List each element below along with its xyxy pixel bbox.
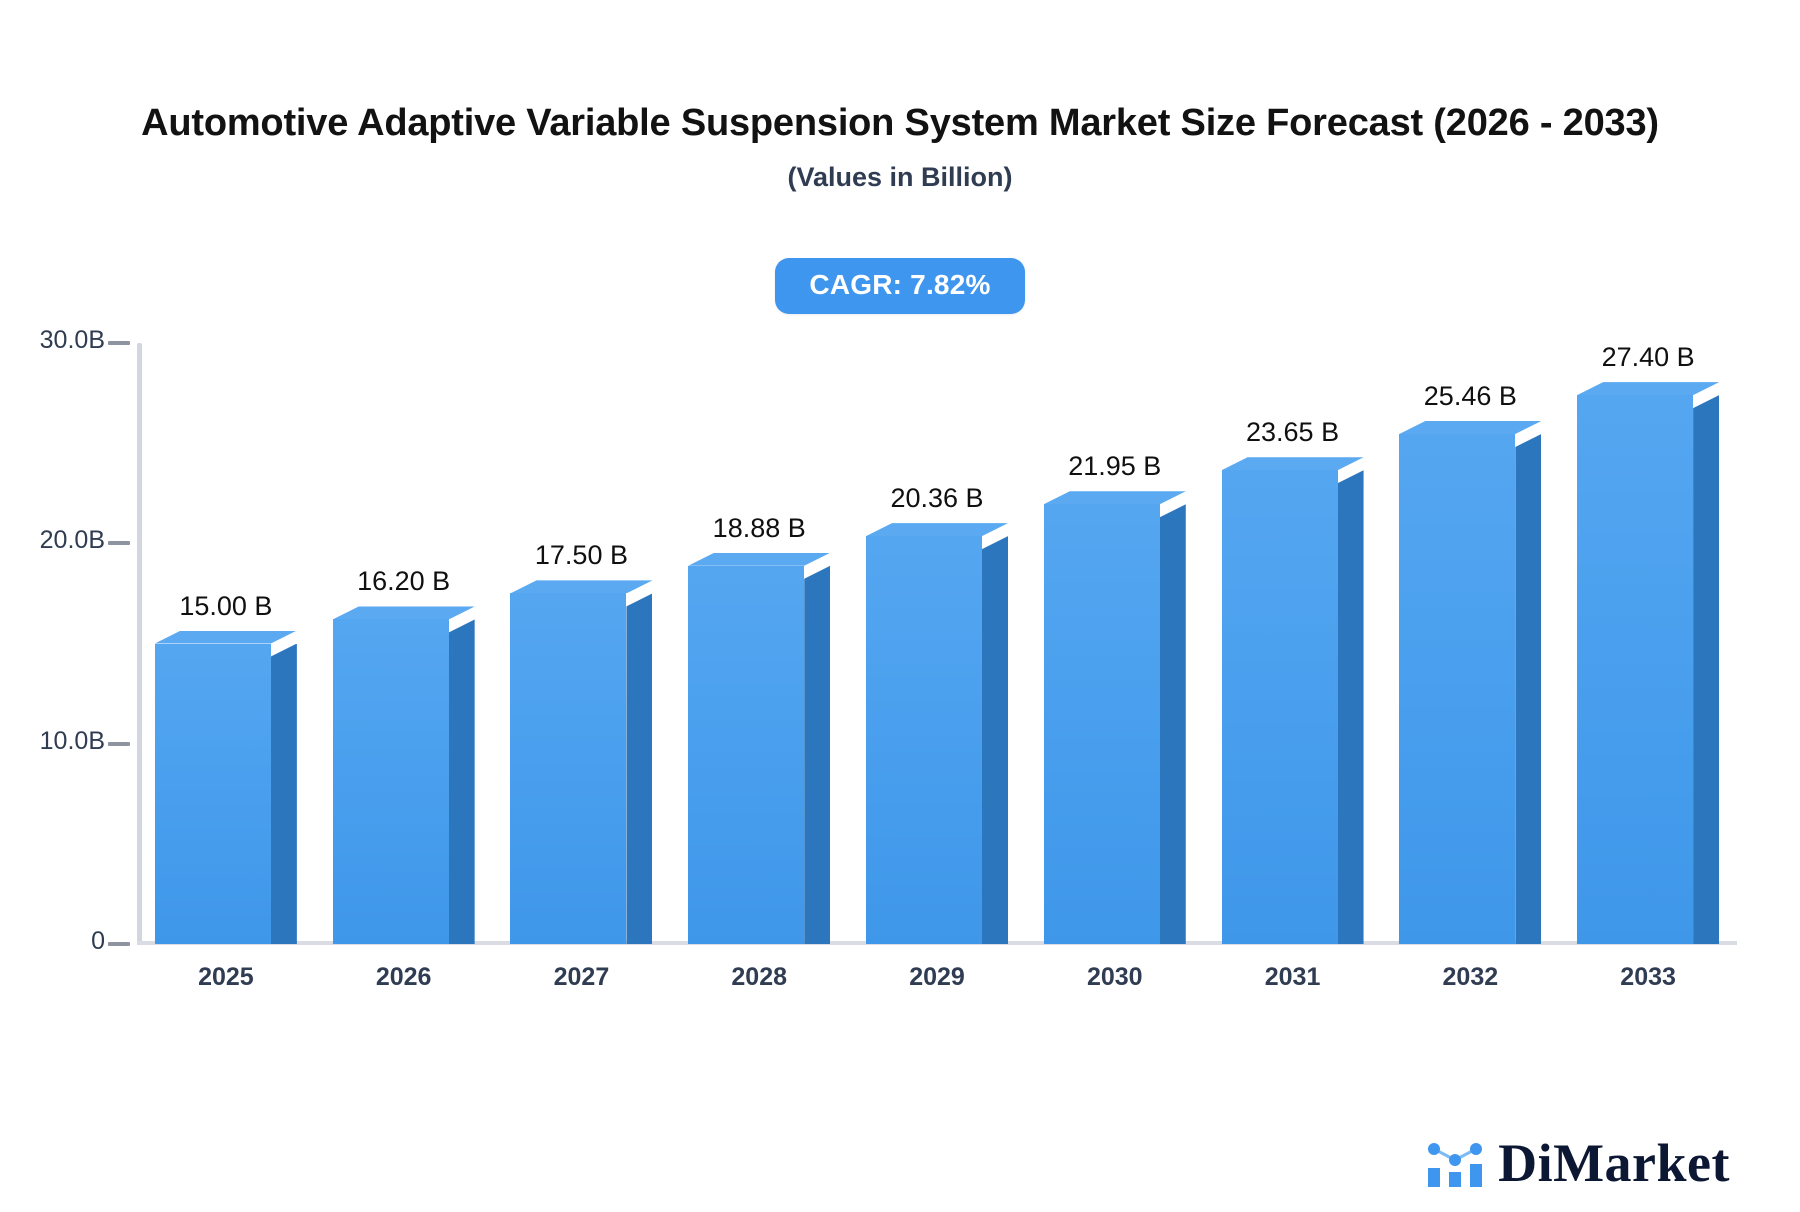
bar-value-label: 23.65 B — [1246, 417, 1340, 448]
bar-series: 15.00 B 16.20 B 17.50 B 18.88 B 20.36 B 21.95… — [137, 0, 1737, 1212]
dimarket-logo: DiMarket — [1426, 1136, 1730, 1190]
bar-side-face — [448, 619, 475, 944]
logo-wordmark: DiMarket — [1498, 1133, 1730, 1193]
x-axis-label-2027: 2027 — [553, 963, 610, 991]
bar-front-face — [866, 536, 982, 944]
y-axis-tick-mark — [108, 741, 130, 746]
bar-2033[interactable]: 27.40 B — [1577, 342, 1720, 944]
y-axis-tick-label: 10.0B — [39, 726, 105, 755]
bar-top-face — [1221, 457, 1364, 471]
bar-side-face — [1693, 395, 1720, 944]
y-axis-line — [137, 343, 142, 944]
bar-top-face — [866, 523, 1008, 537]
y-axis-tick-mark — [108, 541, 130, 546]
bar-side-face — [270, 643, 297, 944]
y-axis-tick-label: 0 — [91, 927, 105, 955]
bar-value-label: 27.40 B — [1601, 342, 1695, 373]
bar-value-label: 17.50 B — [534, 540, 628, 571]
y-axis-tick-mark — [108, 341, 130, 345]
bar-value-label: 25.46 B — [1423, 380, 1517, 411]
bar-top-face — [1577, 382, 1720, 396]
bar-front-face — [1399, 433, 1516, 944]
bar-front-face — [688, 565, 805, 944]
x-axis-label-2032: 2032 — [1442, 963, 1499, 991]
bar-top-face — [688, 552, 831, 566]
cagr-badge-container: CAGR: 7.82% — [120, 258, 1680, 314]
bar-top-face — [1043, 491, 1186, 505]
bar-front-face — [1577, 395, 1694, 944]
x-axis-label-2030: 2030 — [1086, 963, 1143, 991]
bar-side-face — [1159, 504, 1186, 944]
bar-value-label: 18.88 B — [712, 512, 806, 543]
bar-top-face — [332, 606, 475, 620]
bar-top-face — [154, 630, 297, 644]
x-axis-label-2025: 2025 — [198, 963, 254, 991]
bar-side-face — [1515, 433, 1542, 944]
chart-subtitle: (Values in Billion) — [787, 161, 1013, 192]
bar-value-label: 21.95 B — [1068, 451, 1162, 482]
x-axis-label-2033: 2033 — [1620, 963, 1676, 991]
bar-side-face — [982, 536, 1008, 944]
bar-2026[interactable]: 16.20 B — [332, 566, 475, 944]
x-axis-label-2028: 2028 — [731, 963, 788, 991]
y-axis-tick-mark — [108, 942, 130, 946]
bar-front-face — [510, 593, 627, 944]
bar-2027[interactable]: 17.50 B — [510, 540, 653, 944]
bar-value-label: 15.00 B — [179, 590, 273, 621]
bar-chart-trend-icon — [1428, 1143, 1483, 1187]
bar-value-label: 20.36 B — [890, 483, 984, 514]
y-axis-tick-label: 30.0B — [39, 326, 105, 354]
bar-value-label: 16.20 B — [357, 566, 451, 597]
bar-top-face — [510, 580, 653, 594]
bar-front-face — [154, 643, 271, 944]
bar-2030[interactable]: 21.95 B — [1043, 451, 1186, 944]
bar-2031[interactable]: 23.65 B — [1221, 417, 1364, 944]
x-axis-label-2031: 2031 — [1264, 963, 1321, 991]
bar-2032[interactable]: 25.46 B — [1399, 381, 1542, 944]
x-axis-label-2029: 2029 — [909, 963, 965, 991]
bar-2029[interactable]: 20.36 B — [866, 483, 1008, 944]
bar-front-face — [1043, 504, 1160, 944]
bar-front-face — [332, 619, 449, 944]
bar-2025[interactable]: 15.00 B — [154, 591, 297, 944]
x-axis-label-2026: 2026 — [375, 963, 432, 991]
cagr-badge: CAGR: 7.82% — [775, 258, 1025, 314]
bar-side-face — [626, 593, 653, 944]
bar-side-face — [804, 565, 831, 944]
chart-title: Automotive Adaptive Variable Suspension … — [141, 102, 1659, 144]
bar-2028[interactable]: 18.88 B — [688, 513, 831, 944]
bar-front-face — [1221, 470, 1338, 944]
bar-side-face — [1337, 470, 1364, 944]
bar-top-face — [1399, 420, 1542, 434]
y-axis-tick-label: 20.0B — [39, 526, 105, 555]
chart-header: Automotive Adaptive Variable Suspension … — [120, 100, 1680, 193]
